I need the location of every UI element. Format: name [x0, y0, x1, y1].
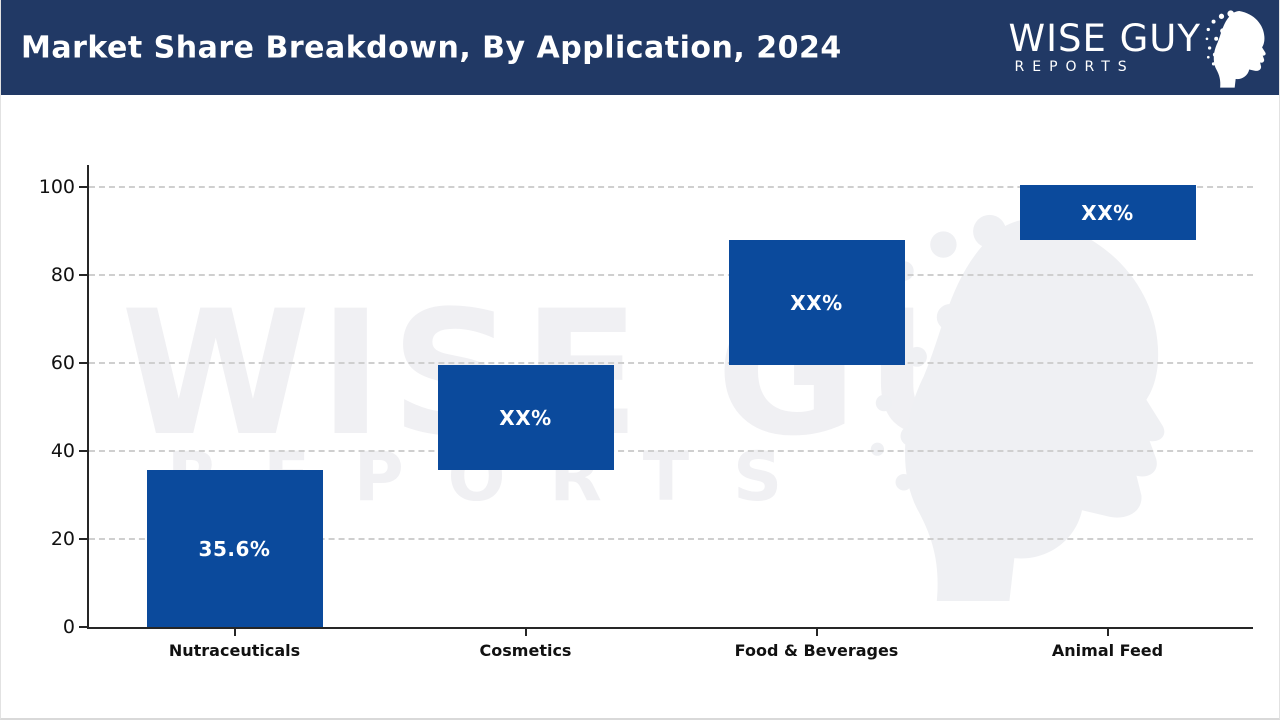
page-title: Market Share Breakdown, By Application, …: [21, 30, 842, 65]
bar-segment: XX%: [437, 365, 614, 471]
bar-value-label: XX%: [499, 405, 552, 430]
brand-face-icon: [1205, 9, 1266, 88]
x-category-label: Nutraceuticals: [168, 641, 301, 660]
x-tick: [524, 629, 527, 636]
x-tick: [815, 629, 818, 636]
y-tick: [79, 626, 89, 628]
x-axis-line: [87, 627, 1253, 629]
y-tick: [79, 186, 89, 188]
y-tick-label: 0: [62, 616, 75, 638]
y-axis-line: [87, 165, 89, 629]
brand-logo: WISE GUY REPORTS: [1009, 5, 1269, 90]
x-tick: [1106, 629, 1109, 636]
brand-subtitle: REPORTS: [1014, 58, 1135, 75]
bar-segment: XX%: [728, 240, 905, 366]
bar-segment: 35.6%: [146, 470, 323, 627]
y-gridline: [89, 450, 1253, 452]
y-tick-label: 100: [38, 176, 75, 198]
y-tick: [79, 450, 89, 452]
x-tick: [233, 629, 236, 636]
y-gridline: [89, 274, 1253, 276]
y-tick-label: 80: [50, 264, 75, 286]
x-category-label: Cosmetics: [479, 641, 572, 660]
bar-segment: XX%: [1019, 185, 1196, 241]
brand-logo-text: WISE GUY REPORTS: [1008, 17, 1201, 75]
y-tick: [79, 538, 89, 540]
y-gridline: [89, 186, 1253, 188]
x-category-label: Food & Beverages: [734, 641, 899, 660]
y-gridline: [89, 362, 1253, 364]
y-tick-label: 40: [50, 440, 75, 462]
y-tick-label: 60: [50, 352, 75, 374]
y-gridline: [89, 538, 1253, 540]
bar-value-label: 35.6%: [198, 536, 271, 561]
header-bar: Market Share Breakdown, By Application, …: [1, 0, 1279, 95]
bar-value-label: XX%: [1081, 200, 1134, 225]
bar-value-label: XX%: [790, 290, 843, 315]
y-tick: [79, 274, 89, 276]
y-tick-label: 20: [50, 528, 75, 550]
brand-name: WISE GUY: [1008, 17, 1201, 61]
x-category-label: Animal Feed: [1051, 641, 1164, 660]
y-tick: [79, 362, 89, 364]
